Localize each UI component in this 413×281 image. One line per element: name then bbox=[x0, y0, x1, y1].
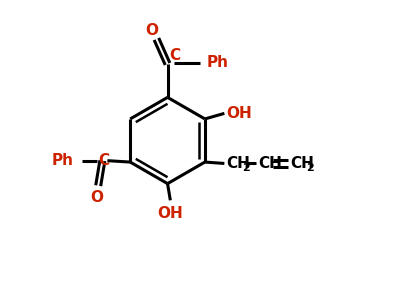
Text: OH: OH bbox=[226, 106, 252, 121]
Text: OH: OH bbox=[157, 206, 183, 221]
Text: 2: 2 bbox=[306, 163, 314, 173]
Text: 2: 2 bbox=[242, 163, 250, 173]
Text: Ph: Ph bbox=[51, 153, 73, 168]
Text: CH: CH bbox=[226, 156, 249, 171]
Text: CH: CH bbox=[258, 156, 282, 171]
Text: C: C bbox=[169, 47, 180, 63]
Text: CH: CH bbox=[290, 156, 313, 171]
Text: C: C bbox=[98, 153, 109, 168]
Text: O: O bbox=[146, 22, 159, 38]
Text: O: O bbox=[90, 190, 103, 205]
Text: Ph: Ph bbox=[206, 55, 228, 70]
